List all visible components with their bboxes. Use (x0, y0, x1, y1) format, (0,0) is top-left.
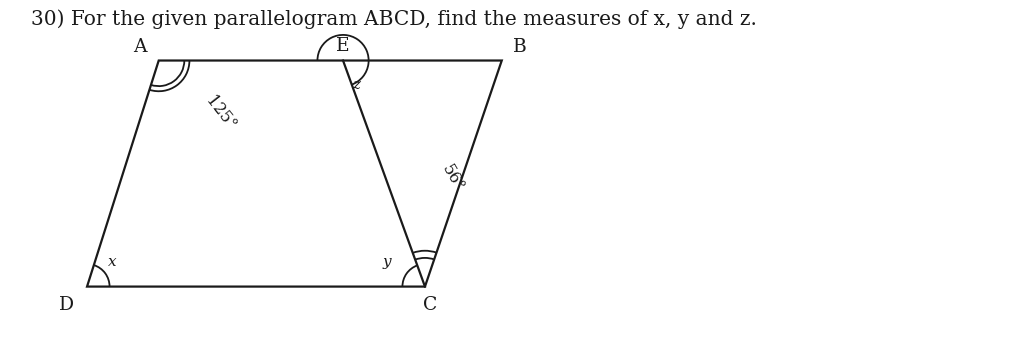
Text: z: z (352, 78, 360, 93)
Text: D: D (59, 296, 74, 314)
Text: 125°: 125° (202, 94, 239, 134)
Text: x: x (109, 255, 117, 269)
Text: B: B (513, 38, 527, 56)
Text: E: E (336, 37, 350, 54)
Text: C: C (423, 296, 437, 314)
Text: 56°: 56° (438, 161, 467, 195)
Text: 30) For the given parallelogram ABCD, find the measures of x, y and z.: 30) For the given parallelogram ABCD, fi… (31, 9, 757, 28)
Text: A: A (133, 38, 147, 56)
Text: y: y (383, 255, 391, 269)
